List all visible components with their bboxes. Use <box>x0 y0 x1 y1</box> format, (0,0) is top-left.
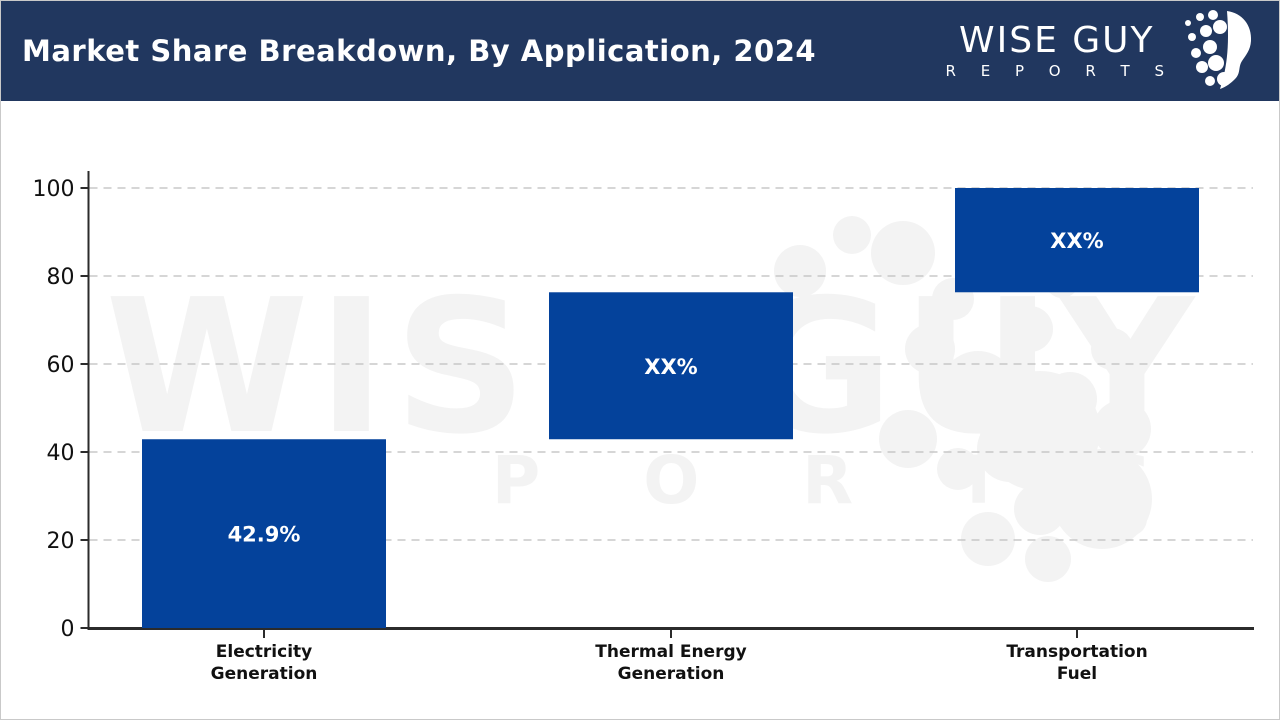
watermark-face-dot <box>1007 306 1053 352</box>
bar-value-label: 42.9% <box>228 523 301 547</box>
wiseguy-face-icon <box>1185 9 1252 89</box>
y-tick-label: 100 <box>33 177 75 202</box>
y-tick-label: 0 <box>61 617 75 642</box>
bar-segment <box>955 188 1199 293</box>
wiseguy-logo: WISE GUY R E P O R T S <box>940 9 1254 93</box>
watermark-face-dot <box>833 216 871 254</box>
watermark-face-dot <box>1091 328 1133 370</box>
x-category-label: Generation <box>618 664 725 684</box>
y-tick-label: 20 <box>47 529 75 554</box>
logo-wordmark: WISE GUY <box>959 19 1155 61</box>
watermark-face-dot <box>1052 449 1152 549</box>
logo-subtitle: R E P O R T S <box>945 61 1174 80</box>
watermark-face-dot <box>1093 400 1151 458</box>
watermark-face-dot <box>871 221 935 285</box>
x-category-label: Fuel <box>1057 664 1097 684</box>
bar-segment <box>142 439 386 628</box>
header-bar: Market Share Breakdown, By Application, … <box>0 0 1280 101</box>
chart-title: Market Share Breakdown, By Application, … <box>22 33 817 68</box>
x-category-label: Generation <box>211 664 318 684</box>
y-tick-label: 80 <box>47 265 75 290</box>
watermark-face-dot <box>879 410 937 468</box>
y-tick-label: 40 <box>47 441 75 466</box>
bar-value-label: XX% <box>644 355 697 379</box>
watermark-face-dot <box>937 448 979 490</box>
y-tick-label: 60 <box>47 353 75 378</box>
watermark-face-dot <box>905 324 955 374</box>
bar-segment <box>549 292 793 440</box>
x-category-label: Transportation <box>1006 642 1147 662</box>
bar-value-label: XX% <box>1050 229 1103 253</box>
watermark-face-dot <box>774 245 826 297</box>
wiseguy-logo-text: WISE GUY R E P O R T S <box>940 19 1174 80</box>
x-category-label: Thermal Energy <box>595 642 746 662</box>
x-category-label: Electricity <box>216 642 313 662</box>
watermark-face-dot <box>961 512 1015 566</box>
watermark-face-dot <box>1025 536 1071 582</box>
